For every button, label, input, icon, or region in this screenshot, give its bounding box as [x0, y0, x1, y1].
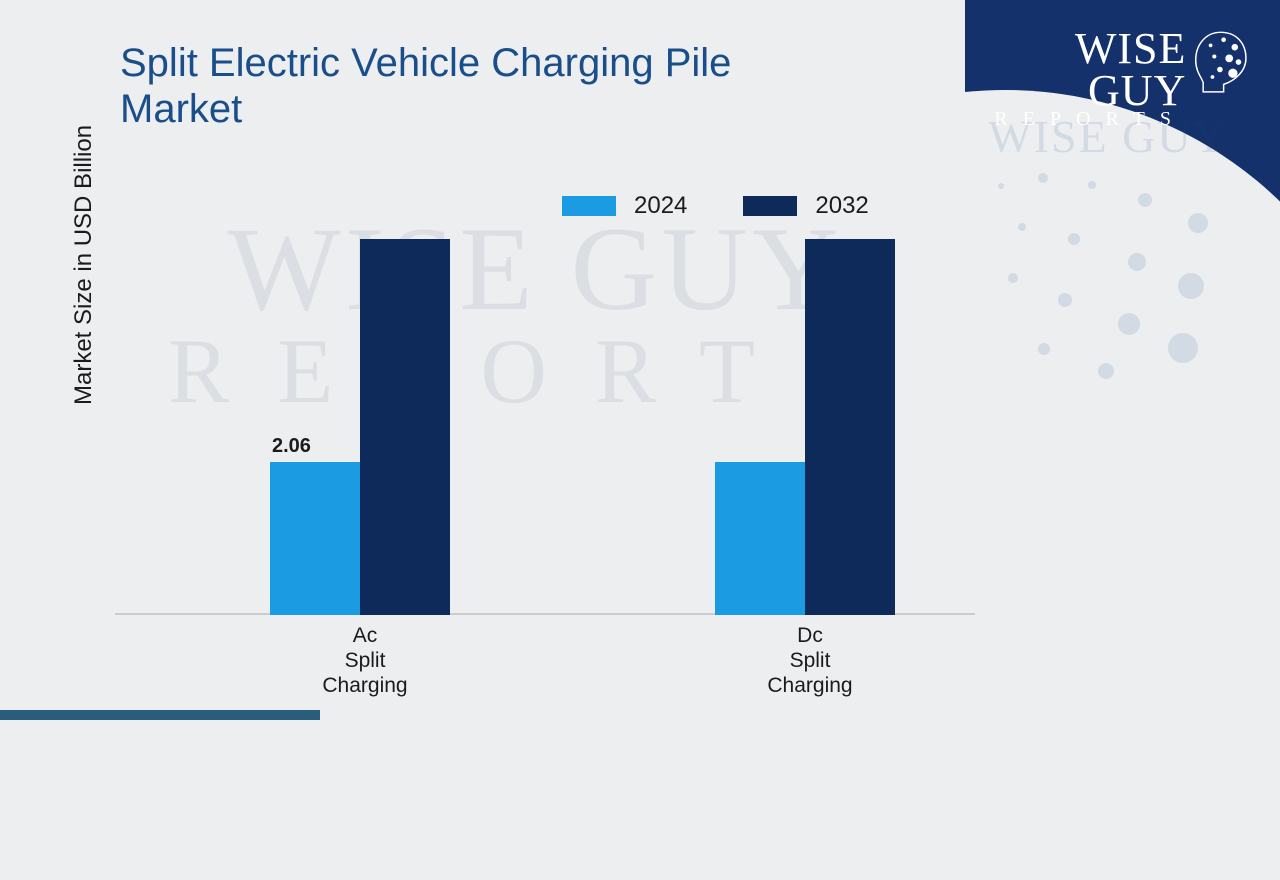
bottom-accent-band: [0, 710, 320, 720]
y-axis-label: Market Size in USD Billion: [70, 125, 98, 405]
category-label: DcSplitCharging: [745, 623, 875, 699]
category-label: AcSplitCharging: [300, 623, 430, 699]
value-label: 2.06: [272, 435, 311, 458]
legend: 2024 2032: [562, 192, 869, 220]
legend-swatch-2024: [562, 196, 616, 216]
legend-label-2032: 2032: [815, 192, 868, 220]
chart-title: Split Electric Vehicle Charging Pile Mar…: [120, 40, 760, 132]
bar-2024: [715, 462, 805, 615]
logo-text-line1: WISE GUY: [980, 28, 1186, 112]
bar-group: [270, 239, 450, 615]
logo-text-line2: REPORTS: [980, 108, 1186, 131]
logo-head-icon: [1192, 28, 1250, 98]
bar-group: [715, 239, 895, 615]
legend-label-2024: 2024: [634, 192, 687, 220]
bar-2032: [360, 239, 450, 615]
legend-item-2032: 2032: [743, 192, 868, 220]
plot-area: AcSplitChargingDcSplitCharging2.06: [115, 235, 975, 615]
brand-logo: WISE GUY REPORTS: [980, 28, 1250, 131]
legend-item-2024: 2024: [562, 192, 687, 220]
bar-2024: [270, 462, 360, 615]
legend-swatch-2032: [743, 196, 797, 216]
bar-2032: [805, 239, 895, 615]
